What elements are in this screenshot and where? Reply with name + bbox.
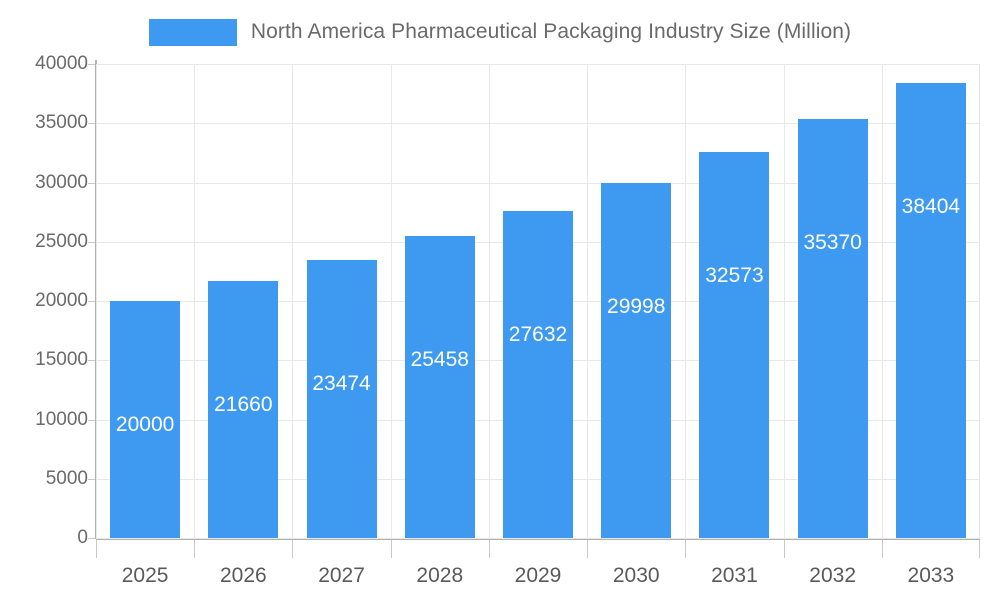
gridline-vertical xyxy=(979,64,980,538)
y-axis-tick-label: 40000 xyxy=(35,53,88,74)
y-axis-tick-mark xyxy=(88,301,96,302)
bar[interactable] xyxy=(699,152,770,538)
legend-label: North America Pharmaceutical Packaging I… xyxy=(250,20,852,43)
y-axis-tick-mark xyxy=(88,419,96,421)
gridline-horizontal xyxy=(96,64,980,65)
y-axis-tick-label: 10000 xyxy=(35,408,88,430)
x-axis-tick-mark xyxy=(96,540,97,558)
gridline-horizontal xyxy=(96,182,980,184)
bar[interactable] xyxy=(208,281,279,538)
y-axis-tick-label: 0 xyxy=(77,527,88,548)
y-axis-tick-mark xyxy=(88,241,96,243)
x-axis-tick-label: 2032 xyxy=(809,564,857,587)
bar[interactable] xyxy=(503,210,573,538)
legend-color-swatch xyxy=(148,18,237,46)
plot-area: 20000 21660 23474 25458 27632 29998 32573 35370… xyxy=(96,64,980,539)
x-axis-tick-mark xyxy=(783,540,785,558)
bar[interactable] xyxy=(404,236,475,538)
y-axis-tick-mark xyxy=(88,64,96,65)
bar[interactable] xyxy=(601,182,672,538)
x-axis-tick-mark xyxy=(390,540,392,558)
gridline-vertical xyxy=(783,64,785,538)
x-axis-tick-mark xyxy=(881,540,883,558)
bar[interactable] xyxy=(306,259,377,538)
y-axis-labels: 0 5000 10000 15000 20000 25000 30000 35000 40000 xyxy=(0,0,96,600)
x-axis-tick-label: 2029 xyxy=(514,564,562,587)
chart-legend: North America Pharmaceutical Packaging I… xyxy=(0,14,1000,50)
x-axis-tick-mark xyxy=(488,540,490,558)
x-axis-tick-label: 2025 xyxy=(121,564,169,587)
x-axis-tick-mark xyxy=(685,540,687,558)
x-axis-tick-mark xyxy=(194,540,196,558)
x-axis-tick-label: 2031 xyxy=(711,564,758,587)
gridline-vertical xyxy=(194,64,196,538)
y-axis-tick-label: 25000 xyxy=(35,230,88,252)
x-axis-tick-label: 2026 xyxy=(219,564,267,587)
x-axis-tick-label: 2027 xyxy=(318,564,365,587)
bar[interactable] xyxy=(110,301,181,538)
y-axis-tick-mark xyxy=(88,538,96,539)
x-axis-tick-mark xyxy=(292,540,294,558)
x-axis-tick-label: 2028 xyxy=(416,564,464,587)
y-axis-tick-label: 35000 xyxy=(35,112,88,134)
y-axis-tick-mark xyxy=(88,123,96,125)
gridline-vertical xyxy=(587,64,589,538)
y-axis-tick-label: 15000 xyxy=(35,349,88,371)
bar[interactable] xyxy=(895,82,966,538)
gridline-vertical xyxy=(685,64,687,538)
y-axis-tick-label: 30000 xyxy=(35,171,88,193)
y-axis-tick-mark xyxy=(88,478,96,480)
gridline-vertical xyxy=(96,64,97,538)
x-axis-tick-label: 2030 xyxy=(612,564,660,587)
bar[interactable] xyxy=(797,118,868,538)
gridline-horizontal xyxy=(96,538,980,539)
y-axis-tick-label: 5000 xyxy=(45,467,88,489)
x-axis-tick-mark xyxy=(587,540,589,558)
x-axis-line xyxy=(96,538,980,540)
gridline-vertical xyxy=(292,64,294,538)
gridline-horizontal xyxy=(96,123,980,125)
y-axis-tick-mark xyxy=(88,360,96,362)
gridline-vertical xyxy=(390,64,392,538)
y-axis-tick-label: 20000 xyxy=(35,290,88,311)
y-axis-tick-mark xyxy=(88,182,96,184)
x-axis-tick-label: 2033 xyxy=(907,564,955,587)
gridline-vertical xyxy=(881,64,883,538)
gridline-vertical xyxy=(488,64,490,538)
x-axis-tick-mark xyxy=(979,540,980,558)
